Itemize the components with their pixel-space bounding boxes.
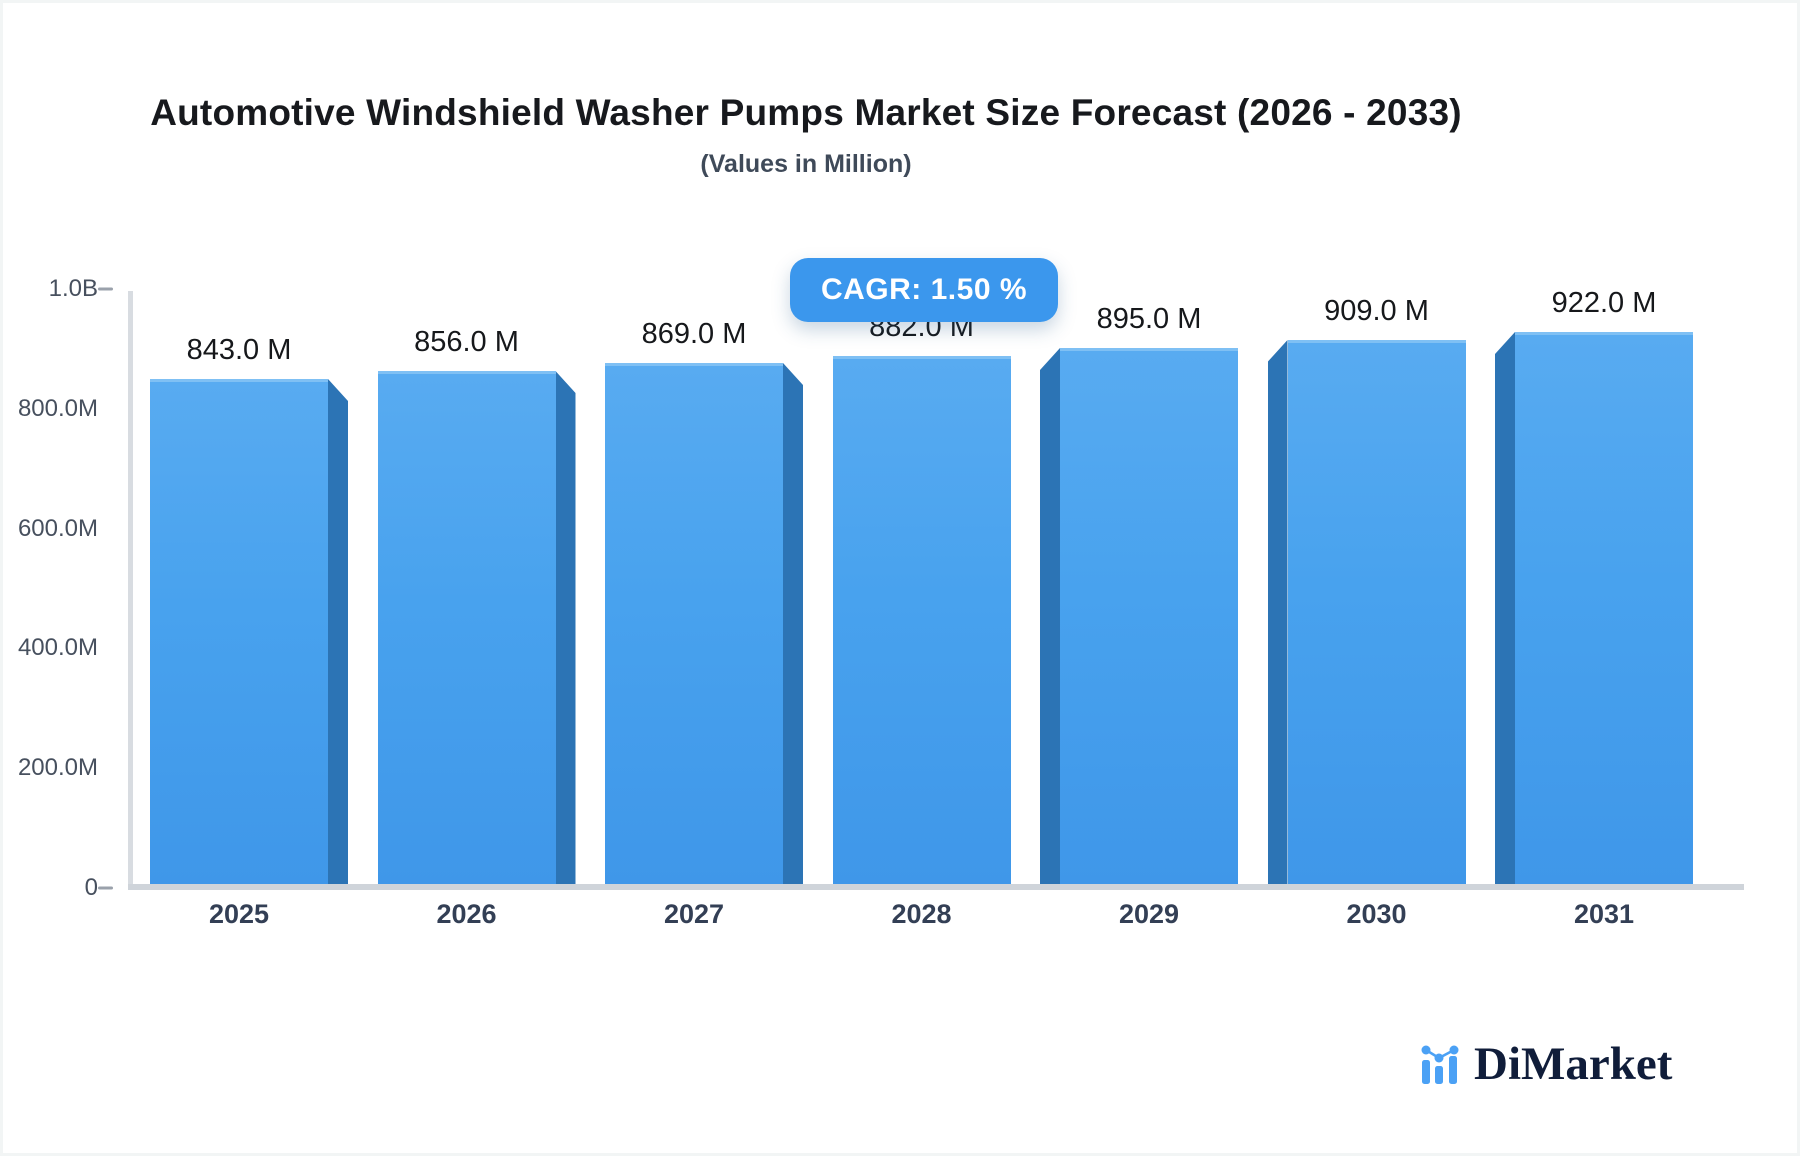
y-tick-mark bbox=[98, 886, 113, 890]
x-axis-year-label: 2027 bbox=[663, 899, 725, 929]
bar-side-3d bbox=[1040, 348, 1060, 884]
y-tick-label: 200.0M bbox=[17, 754, 98, 782]
x-axis-baseline bbox=[128, 884, 1744, 890]
cagr-badge-label: CAGR: 1.50 % bbox=[820, 273, 1028, 306]
bar-side-3d bbox=[555, 371, 576, 884]
x-axis-year-label: 2031 bbox=[1573, 899, 1635, 929]
bar-face bbox=[1287, 340, 1466, 884]
bar-side-3d bbox=[328, 379, 348, 884]
bar-face bbox=[605, 363, 783, 884]
chart-subtitle: (Values in Million) bbox=[700, 150, 912, 178]
y-tick-label: 1.0B bbox=[48, 275, 98, 302]
bar-2026: 856.0 M bbox=[377, 311, 576, 884]
bar-face bbox=[832, 356, 1011, 884]
x-axis-year-label: 2028 bbox=[891, 899, 952, 929]
bar-side-3d bbox=[1495, 332, 1515, 884]
x-axis-year-label: 2025 bbox=[208, 899, 270, 929]
y-tick-mark bbox=[98, 287, 113, 291]
y-tick-label: 0 bbox=[84, 874, 98, 901]
bar-side-3d bbox=[1267, 340, 1288, 884]
y-tick-label: 800.0M bbox=[17, 394, 98, 422]
bar-face bbox=[1060, 348, 1238, 884]
y-tick-label: 600.0M bbox=[17, 514, 98, 542]
bar-2025: 843.0 M bbox=[150, 319, 348, 884]
x-axis-year-label: 2026 bbox=[436, 899, 497, 929]
bar-value-label: 856.0 M bbox=[414, 326, 519, 358]
bar-face bbox=[1515, 332, 1693, 884]
bar-value-label: 909.0 M bbox=[1324, 295, 1429, 327]
chart-title: Automotive Windshield Washer Pumps Marke… bbox=[150, 92, 1462, 133]
x-axis-year-label: 2030 bbox=[1346, 899, 1407, 929]
brand-name: DiMarket bbox=[1474, 1038, 1673, 1090]
bar-face bbox=[377, 371, 556, 884]
bar-face bbox=[150, 379, 328, 884]
mini-bar-chart-icon bbox=[1421, 1045, 1459, 1084]
bar-value-label: 843.0 M bbox=[186, 334, 292, 366]
bar-2028: 882.0 M bbox=[832, 296, 1011, 884]
bar-2031: 922.0 M bbox=[1495, 272, 1693, 884]
cagr-badge: CAGR: 1.50 % bbox=[790, 258, 1058, 322]
brand-logo: DiMarket bbox=[1421, 1038, 1673, 1090]
y-axis-ticks: 1.0B 800.0M 600.0M 400.0M 200.0M 0 bbox=[0, 275, 120, 901]
bar-value-label: 922.0 M bbox=[1551, 287, 1657, 319]
bar-2027: 869.0 M bbox=[605, 303, 803, 884]
chart-header: Automotive Windshield Washer Pumps Marke… bbox=[0, 92, 1612, 179]
bar-2030: 909.0 M bbox=[1267, 280, 1466, 884]
bar-2029: 895.0 M bbox=[1040, 288, 1238, 884]
y-tick-label: 400.0M bbox=[17, 634, 98, 662]
bar-side-3d bbox=[783, 363, 803, 884]
bar-value-label: 895.0 M bbox=[1096, 303, 1202, 335]
x-axis-year-label: 2029 bbox=[1118, 899, 1180, 929]
y-axis-line bbox=[128, 291, 133, 887]
bars-area: 843.0 M 2025 856.0 M 2026 869.0 M 2027 882.0 M… bbox=[133, 285, 1773, 929]
bar-value-label: 869.0 M bbox=[641, 318, 747, 350]
